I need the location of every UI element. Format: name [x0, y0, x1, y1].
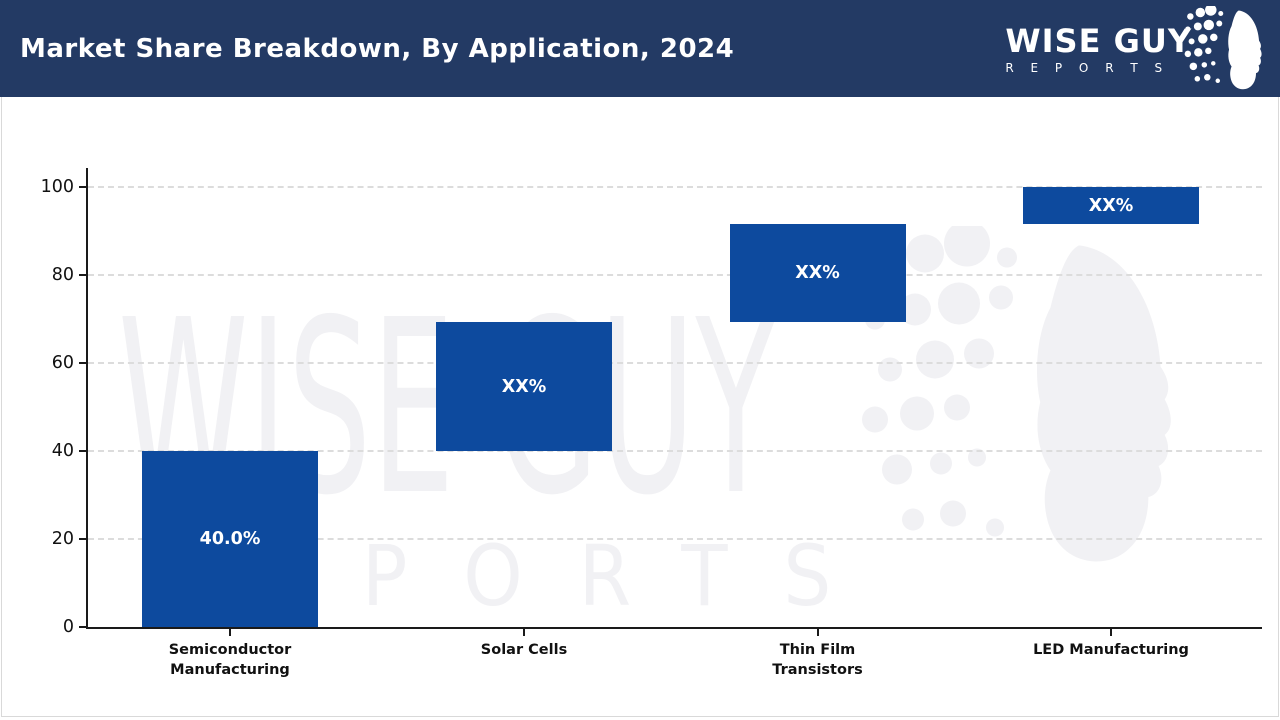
y-tick-mark [79, 362, 87, 364]
y-tick-mark [79, 626, 87, 628]
x-category-label: Solar Cells [480, 642, 568, 658]
x-category-label: LED Manufacturing [1033, 642, 1189, 658]
logo-subtitle: R E P O R T S [1005, 60, 1169, 75]
y-tick-mark [79, 186, 87, 188]
bar [1023, 187, 1199, 225]
wise-guy-logo: WISE GUY R E P O R T S [1005, 4, 1270, 94]
x-category-label: Semiconductor Manufacturing [168, 642, 292, 678]
y-tick-mark [79, 274, 87, 276]
bar [729, 224, 906, 323]
logo-wordmark: WISE GUY [1005, 21, 1192, 60]
grid-line [88, 186, 1262, 188]
x-tick-mark [816, 629, 819, 636]
y-tick-mark [79, 450, 87, 452]
bar-value-label: 40.0% [199, 529, 261, 549]
chart-title: Market Share Breakdown, By Application, … [20, 33, 735, 64]
bar-value-label: XX% [1088, 195, 1134, 216]
y-tick-label: 20 [51, 529, 74, 549]
y-axis-line [86, 168, 88, 629]
logo-head-icon [1178, 6, 1270, 92]
x-tick-mark [1110, 629, 1112, 636]
bar-value-label: XX% [501, 376, 547, 397]
y-tick-label: 80 [51, 265, 74, 285]
grid-line [88, 450, 1262, 452]
logo-text: WISE GUY R E P O R T S [1005, 24, 1192, 75]
y-tick-label: 100 [40, 177, 74, 197]
y-tick-label: 40 [51, 441, 74, 461]
x-tick-mark [229, 629, 231, 636]
y-tick-mark [79, 538, 87, 540]
x-category-label: Thin Film Transistors [772, 642, 863, 678]
x-tick-mark [523, 629, 525, 636]
bar-value-label: XX% [795, 263, 840, 284]
bar [142, 451, 318, 627]
grid-line [88, 362, 1262, 364]
y-tick-label: 0 [62, 617, 74, 637]
header-bar: Market Share Breakdown, By Application, … [0, 0, 1280, 97]
grid-line [88, 538, 1262, 540]
x-axis-line [86, 627, 1262, 629]
bar [436, 322, 612, 451]
grid-line [88, 274, 1262, 276]
y-tick-label: 60 [51, 353, 74, 373]
